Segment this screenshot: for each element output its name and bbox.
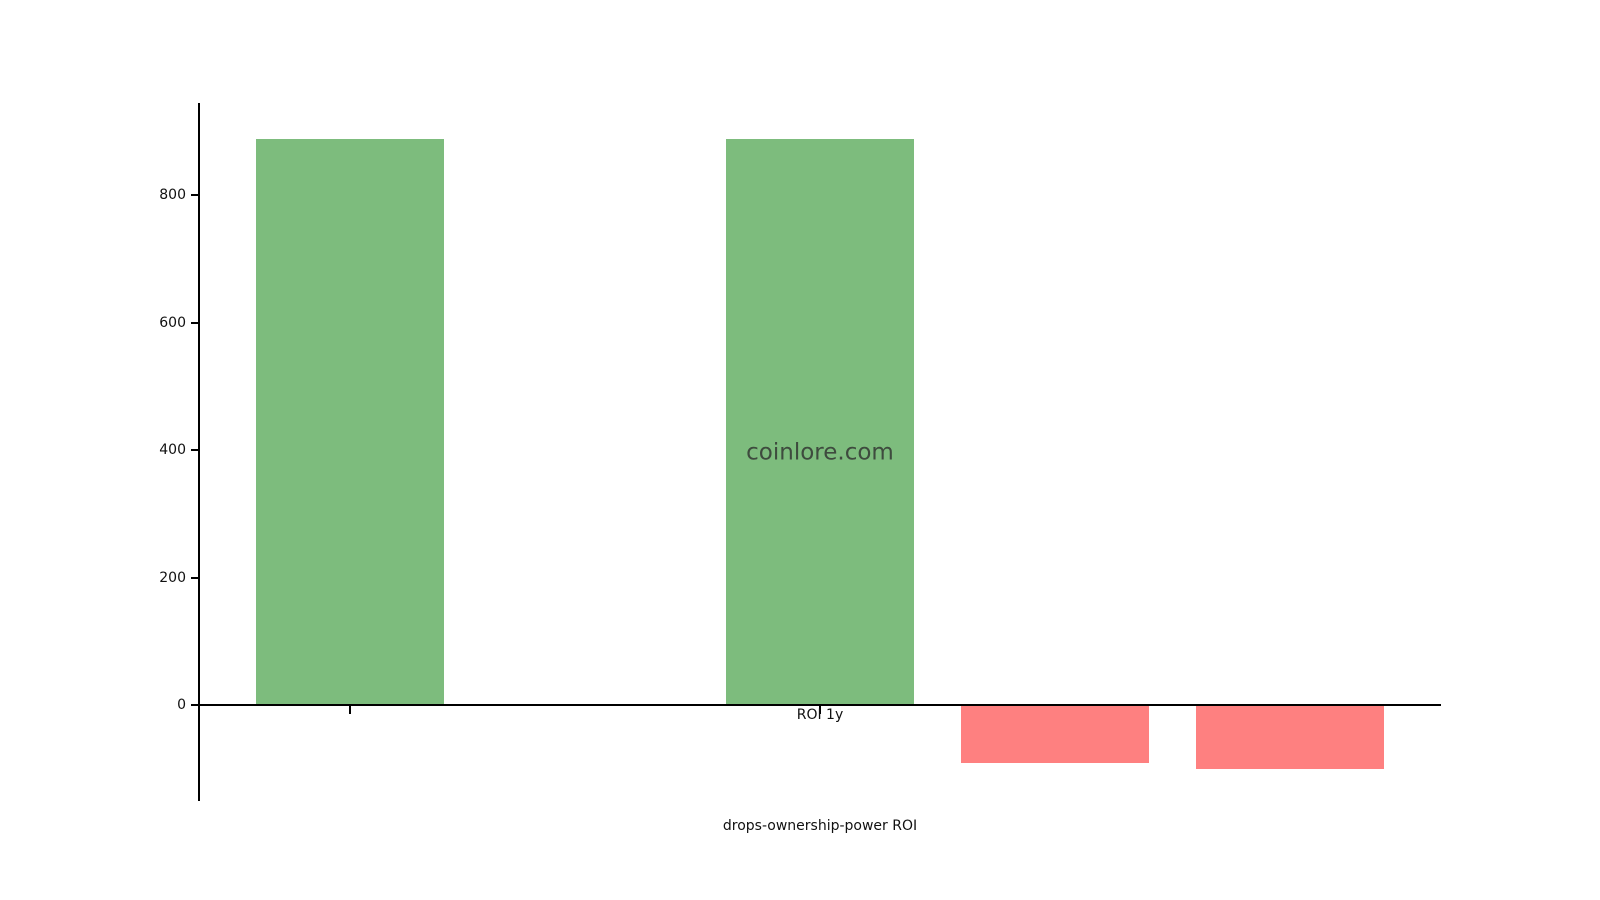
y-tick-mark: [191, 576, 198, 579]
x-axis-zero-line: [200, 704, 1441, 707]
chart-bar-1-positive: [256, 139, 444, 706]
x-tick-mark: [349, 706, 351, 715]
x-tick-mark: [819, 706, 821, 715]
y-axis-spine: [198, 103, 200, 801]
chart-bar-2-positive: [726, 139, 914, 706]
chart-bar-4-negative: [1196, 705, 1384, 770]
x-tick-label: ROI 1y: [796, 707, 844, 724]
y-tick-mark: [191, 449, 198, 452]
y-tick-mark: [191, 194, 198, 197]
y-tick-mark: [191, 321, 198, 324]
y-tick-label: 200: [159, 569, 186, 586]
y-tick-label: 400: [159, 442, 186, 459]
chart-title: drops-ownership-power ROI: [722, 818, 918, 834]
y-tick-mark: [191, 704, 198, 707]
y-tick-label: 600: [159, 314, 186, 331]
watermark-text: coinlore.com: [746, 439, 894, 466]
chart-bar-3-negative: [961, 705, 1149, 763]
y-tick-label: 0: [177, 697, 186, 714]
y-tick-label: 800: [159, 187, 186, 204]
